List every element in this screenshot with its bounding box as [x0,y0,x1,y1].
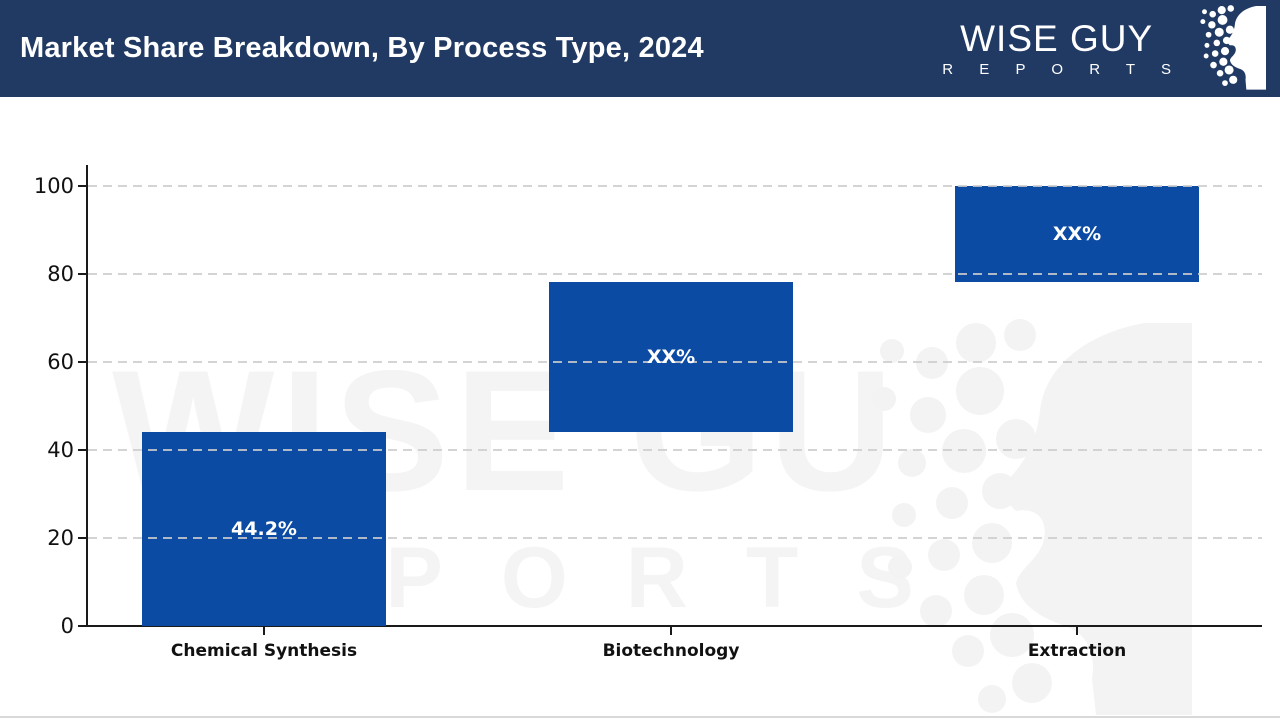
x-category-label: Chemical Synthesis [170,641,358,661]
brand-logo: WISE GUY R E P O R T S [931,4,1266,94]
y-tick-label: 0 [60,614,74,638]
y-tick [78,537,87,539]
brand-name: WISE GUY [960,18,1154,59]
brand-logo-text: WISE GUY R E P O R T S [931,20,1182,77]
gridline [88,449,1262,451]
y-axis-line [86,165,88,627]
bar-value-label: XX% [1052,222,1102,245]
x-tick [670,627,672,635]
x-category-label: Extraction [1027,641,1127,661]
y-tick-label: 40 [47,438,74,462]
x-tick [1076,627,1078,635]
x-tick [263,627,265,635]
y-tick [78,273,87,275]
y-tick [78,449,87,451]
y-tick [78,625,87,627]
bar [142,431,386,626]
bar-value-label: 44.2% [231,517,297,540]
bar-value-label: XX% [646,345,696,368]
gridline [88,273,1262,275]
x-category-label: Biotechnology [602,641,740,661]
y-tick-label: 20 [47,526,74,550]
y-tick-label: 100 [33,174,74,198]
gridline [88,185,1262,187]
y-tick-label: 80 [47,262,74,286]
y-tick [78,185,87,187]
bar [549,281,793,432]
footer-divider [0,716,1280,718]
brand-subtitle: R E P O R T S [942,61,1182,78]
y-tick-label: 60 [47,350,74,374]
x-axis-line [86,625,1262,627]
bar [955,186,1199,282]
gridline [88,537,1262,539]
page-title: Market Share Breakdown, By Process Type,… [20,32,704,64]
header-bar: Market Share Breakdown, By Process Type,… [0,0,1280,97]
gridline [88,361,1262,363]
face-profile-icon [1184,4,1266,94]
y-tick [78,361,87,363]
